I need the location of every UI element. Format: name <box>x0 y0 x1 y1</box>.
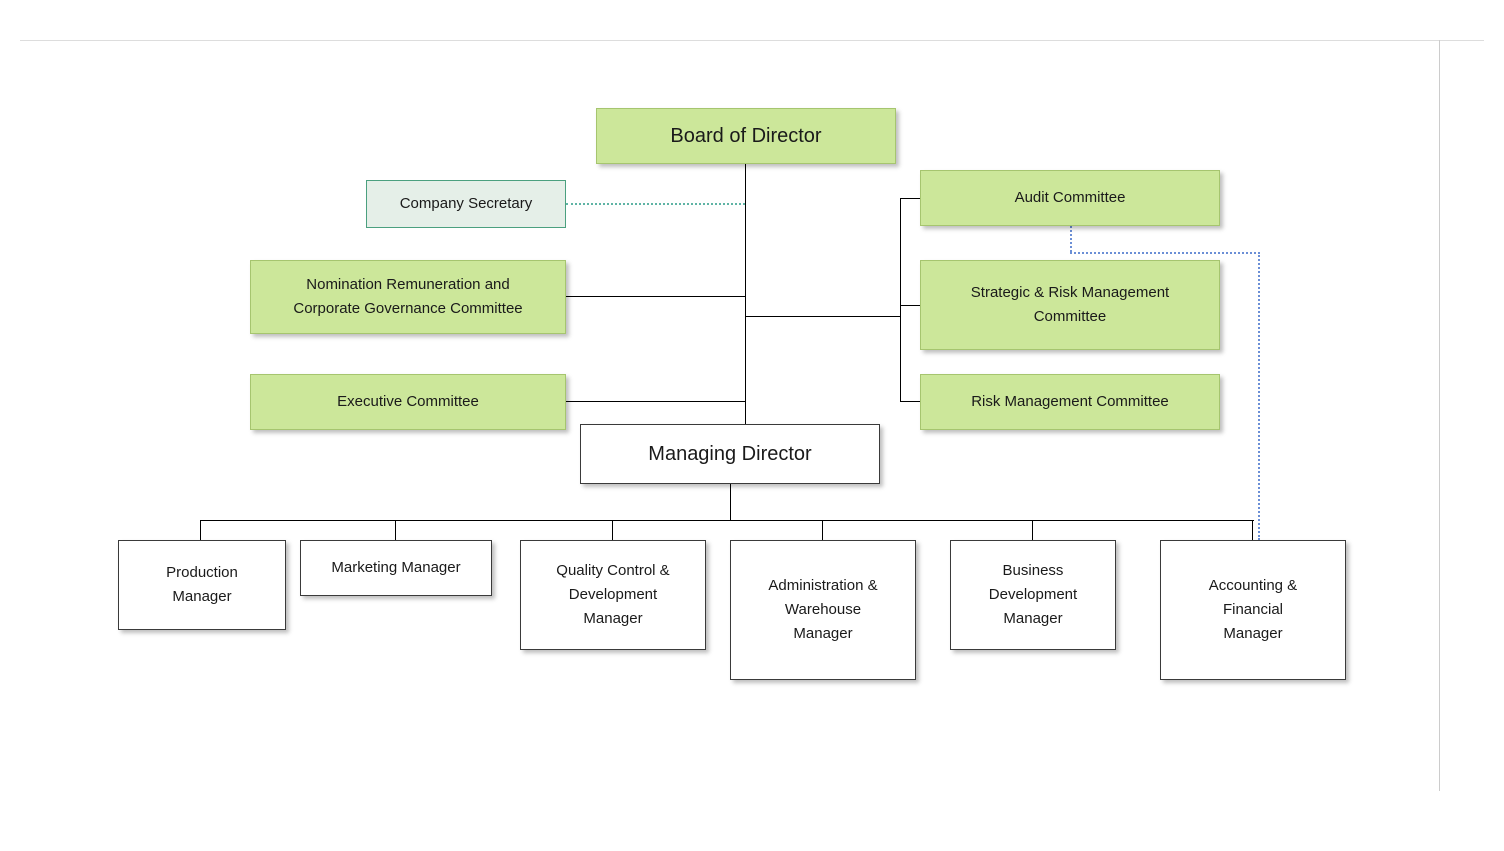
node-admin-warehouse-manager: Administration & Warehouse Manager <box>730 540 916 680</box>
connector <box>822 520 823 540</box>
node-label: Board of Director <box>670 120 821 152</box>
node-audit-committee: Audit Committee <box>920 170 1220 226</box>
node-label: Strategic & Risk Management Committee <box>971 281 1169 329</box>
connector-dotted <box>566 203 745 205</box>
node-label: Marketing Manager <box>331 556 460 580</box>
node-label: Business Development Manager <box>989 559 1077 631</box>
node-label: Managing Director <box>648 438 811 470</box>
connector <box>745 316 901 317</box>
node-label: Risk Management Committee <box>971 390 1169 414</box>
connector <box>900 305 920 306</box>
connector <box>745 164 746 424</box>
node-executive-committee: Executive Committee <box>250 374 566 430</box>
node-marketing-manager: Marketing Manager <box>300 540 492 596</box>
node-label: Administration & Warehouse Manager <box>768 574 877 646</box>
node-label: Accounting & Financial Manager <box>1209 574 1297 646</box>
connector-dotted <box>1070 226 1072 252</box>
node-risk-management-committee: Risk Management Committee <box>920 374 1220 430</box>
connector-dotted <box>1258 252 1260 540</box>
node-quality-control-manager: Quality Control & Development Manager <box>520 540 706 650</box>
node-label: Audit Committee <box>1015 186 1126 210</box>
connector <box>395 520 396 540</box>
connector <box>1032 520 1033 540</box>
right-divider <box>1439 40 1440 791</box>
node-company-secretary: Company Secretary <box>366 180 566 228</box>
org-chart-canvas: Board of Director Company Secretary Nomi… <box>0 0 1504 851</box>
node-label: Executive Committee <box>337 390 479 414</box>
connector <box>566 401 745 402</box>
node-board-of-director: Board of Director <box>596 108 896 164</box>
node-label: Production Manager <box>166 561 238 609</box>
connector <box>612 520 613 540</box>
connector <box>900 198 920 199</box>
node-label: Quality Control & Development Manager <box>556 559 669 631</box>
connector <box>730 484 731 520</box>
node-label: Nomination Remuneration and Corporate Go… <box>293 273 522 321</box>
connector <box>1252 520 1253 540</box>
connector <box>900 198 901 402</box>
connector <box>200 520 201 540</box>
top-divider <box>20 40 1484 41</box>
node-production-manager: Production Manager <box>118 540 286 630</box>
node-label: Company Secretary <box>400 192 533 216</box>
connector <box>200 520 1254 521</box>
node-managing-director: Managing Director <box>580 424 880 484</box>
node-business-development-manager: Business Development Manager <box>950 540 1116 650</box>
connector <box>566 296 745 297</box>
node-accounting-financial-manager: Accounting & Financial Manager <box>1160 540 1346 680</box>
node-strategic-risk-committee: Strategic & Risk Management Committee <box>920 260 1220 350</box>
connector <box>900 401 920 402</box>
node-nomination-committee: Nomination Remuneration and Corporate Go… <box>250 260 566 334</box>
connector-dotted <box>1070 252 1260 254</box>
